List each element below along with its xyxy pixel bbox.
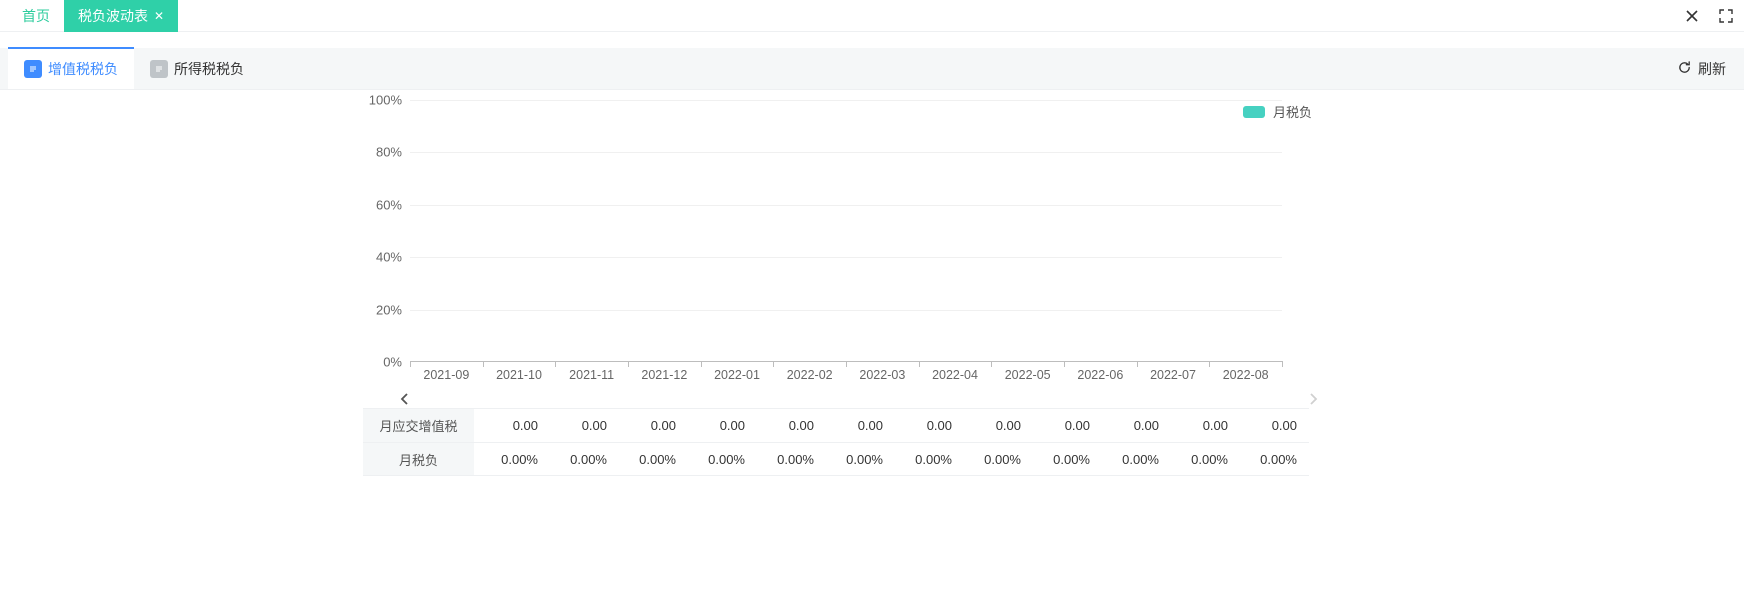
vat-icon	[24, 60, 42, 78]
table-cell: 0.00	[1236, 418, 1305, 433]
x-tick-mark	[1282, 361, 1283, 367]
y-tick-label: 40%	[354, 250, 402, 265]
x-tick-label: 2022-02	[776, 368, 844, 382]
table-cell: 0.00%	[960, 452, 1029, 467]
table-cell: 0.00%	[546, 452, 615, 467]
table-cell: 0.00%	[891, 452, 960, 467]
table-cell: 0.00%	[1029, 452, 1098, 467]
sub-tabbar: 增值税税负 所得税税负 刷新	[0, 48, 1744, 90]
x-tick-label: 2021-10	[485, 368, 553, 382]
data-table: 月应交增值税0.000.000.000.000.000.000.000.000.…	[363, 408, 1309, 476]
table-cell: 0.00	[684, 418, 753, 433]
table-cell: 0.00	[546, 418, 615, 433]
table-row-header: 月税负	[363, 443, 474, 475]
table-cell: 0.00	[615, 418, 684, 433]
table-cell: 0.00	[1029, 418, 1098, 433]
gridline	[410, 310, 1282, 311]
x-tick-label: 2021-09	[412, 368, 480, 382]
tab-home-label: 首页	[22, 6, 50, 26]
tab-home[interactable]: 首页	[8, 0, 64, 32]
y-tick-label: 60%	[354, 197, 402, 212]
x-tick-label: 2021-12	[630, 368, 698, 382]
refresh-button[interactable]: 刷新	[1677, 48, 1726, 90]
x-tick-label: 2022-05	[994, 368, 1062, 382]
fullscreen-icon[interactable]	[1714, 4, 1738, 28]
table-cell: 0.00%	[822, 452, 891, 467]
close-panel-icon[interactable]	[1680, 4, 1704, 28]
y-tick-label: 20%	[354, 302, 402, 317]
x-tick-label: 2021-11	[558, 368, 626, 382]
table-cell: 0.00	[1167, 418, 1236, 433]
y-tick-label: 0%	[354, 355, 402, 370]
table-cell: 0.00	[891, 418, 960, 433]
table-cell: 0.00	[960, 418, 1029, 433]
table-cell: 0.00%	[615, 452, 684, 467]
chart-plot: 0%20%40%60%80%100%	[410, 100, 1282, 362]
chart-next-arrow[interactable]	[1302, 388, 1324, 410]
tab-tax-fluctuation[interactable]: 税负波动表 ✕	[64, 0, 178, 32]
chart-prev-arrow[interactable]	[394, 388, 416, 410]
table-cell: 0.00%	[474, 452, 546, 467]
x-tick-label: 2022-03	[848, 368, 916, 382]
refresh-icon	[1677, 60, 1692, 78]
table-row: 月税负0.00%0.00%0.00%0.00%0.00%0.00%0.00%0.…	[363, 442, 1309, 476]
x-tick-label: 2022-06	[1066, 368, 1134, 382]
gridline	[410, 257, 1282, 258]
table-row-header: 月应交增值税	[363, 409, 474, 442]
table-row: 月应交增值税0.000.000.000.000.000.000.000.000.…	[363, 408, 1309, 442]
gridline	[410, 100, 1282, 101]
y-tick-label: 100%	[354, 93, 402, 108]
table-cell: 0.00%	[1236, 452, 1305, 467]
table-cell: 0.00%	[753, 452, 822, 467]
topbar-right-controls	[1680, 0, 1738, 32]
top-tabbar: 首页 税负波动表 ✕	[0, 0, 1744, 32]
table-cell: 0.00%	[684, 452, 753, 467]
table-cell: 0.00	[753, 418, 822, 433]
tab-tax-fluctuation-label: 税负波动表	[78, 6, 148, 26]
table-cell: 0.00%	[1167, 452, 1236, 467]
y-tick-label: 80%	[354, 145, 402, 160]
x-tick-label: 2022-08	[1212, 368, 1280, 382]
subtab-income-label: 所得税税负	[174, 59, 244, 79]
x-tick-label: 2022-07	[1139, 368, 1207, 382]
table-cell: 0.00%	[1098, 452, 1167, 467]
subtab-income[interactable]: 所得税税负	[134, 49, 260, 89]
table-cell: 0.00	[474, 418, 546, 433]
table-cell: 0.00	[1098, 418, 1167, 433]
refresh-label: 刷新	[1698, 59, 1726, 79]
subtab-vat[interactable]: 增值税税负	[8, 47, 134, 89]
income-icon	[150, 60, 168, 78]
close-icon[interactable]: ✕	[154, 9, 164, 23]
table-cell: 0.00	[822, 418, 891, 433]
x-tick-label: 2022-01	[703, 368, 771, 382]
gridline	[410, 205, 1282, 206]
gridline	[410, 152, 1282, 153]
chart-area: 月税负 0%20%40%60%80%100% 2021-092021-10202…	[0, 100, 1330, 388]
subtab-vat-label: 增值税税负	[48, 59, 118, 79]
x-tick-label: 2022-04	[921, 368, 989, 382]
chart-xaxis: 2021-09 2021-10 2021-11 2021-12 2022-01 2022-…	[410, 362, 1282, 388]
